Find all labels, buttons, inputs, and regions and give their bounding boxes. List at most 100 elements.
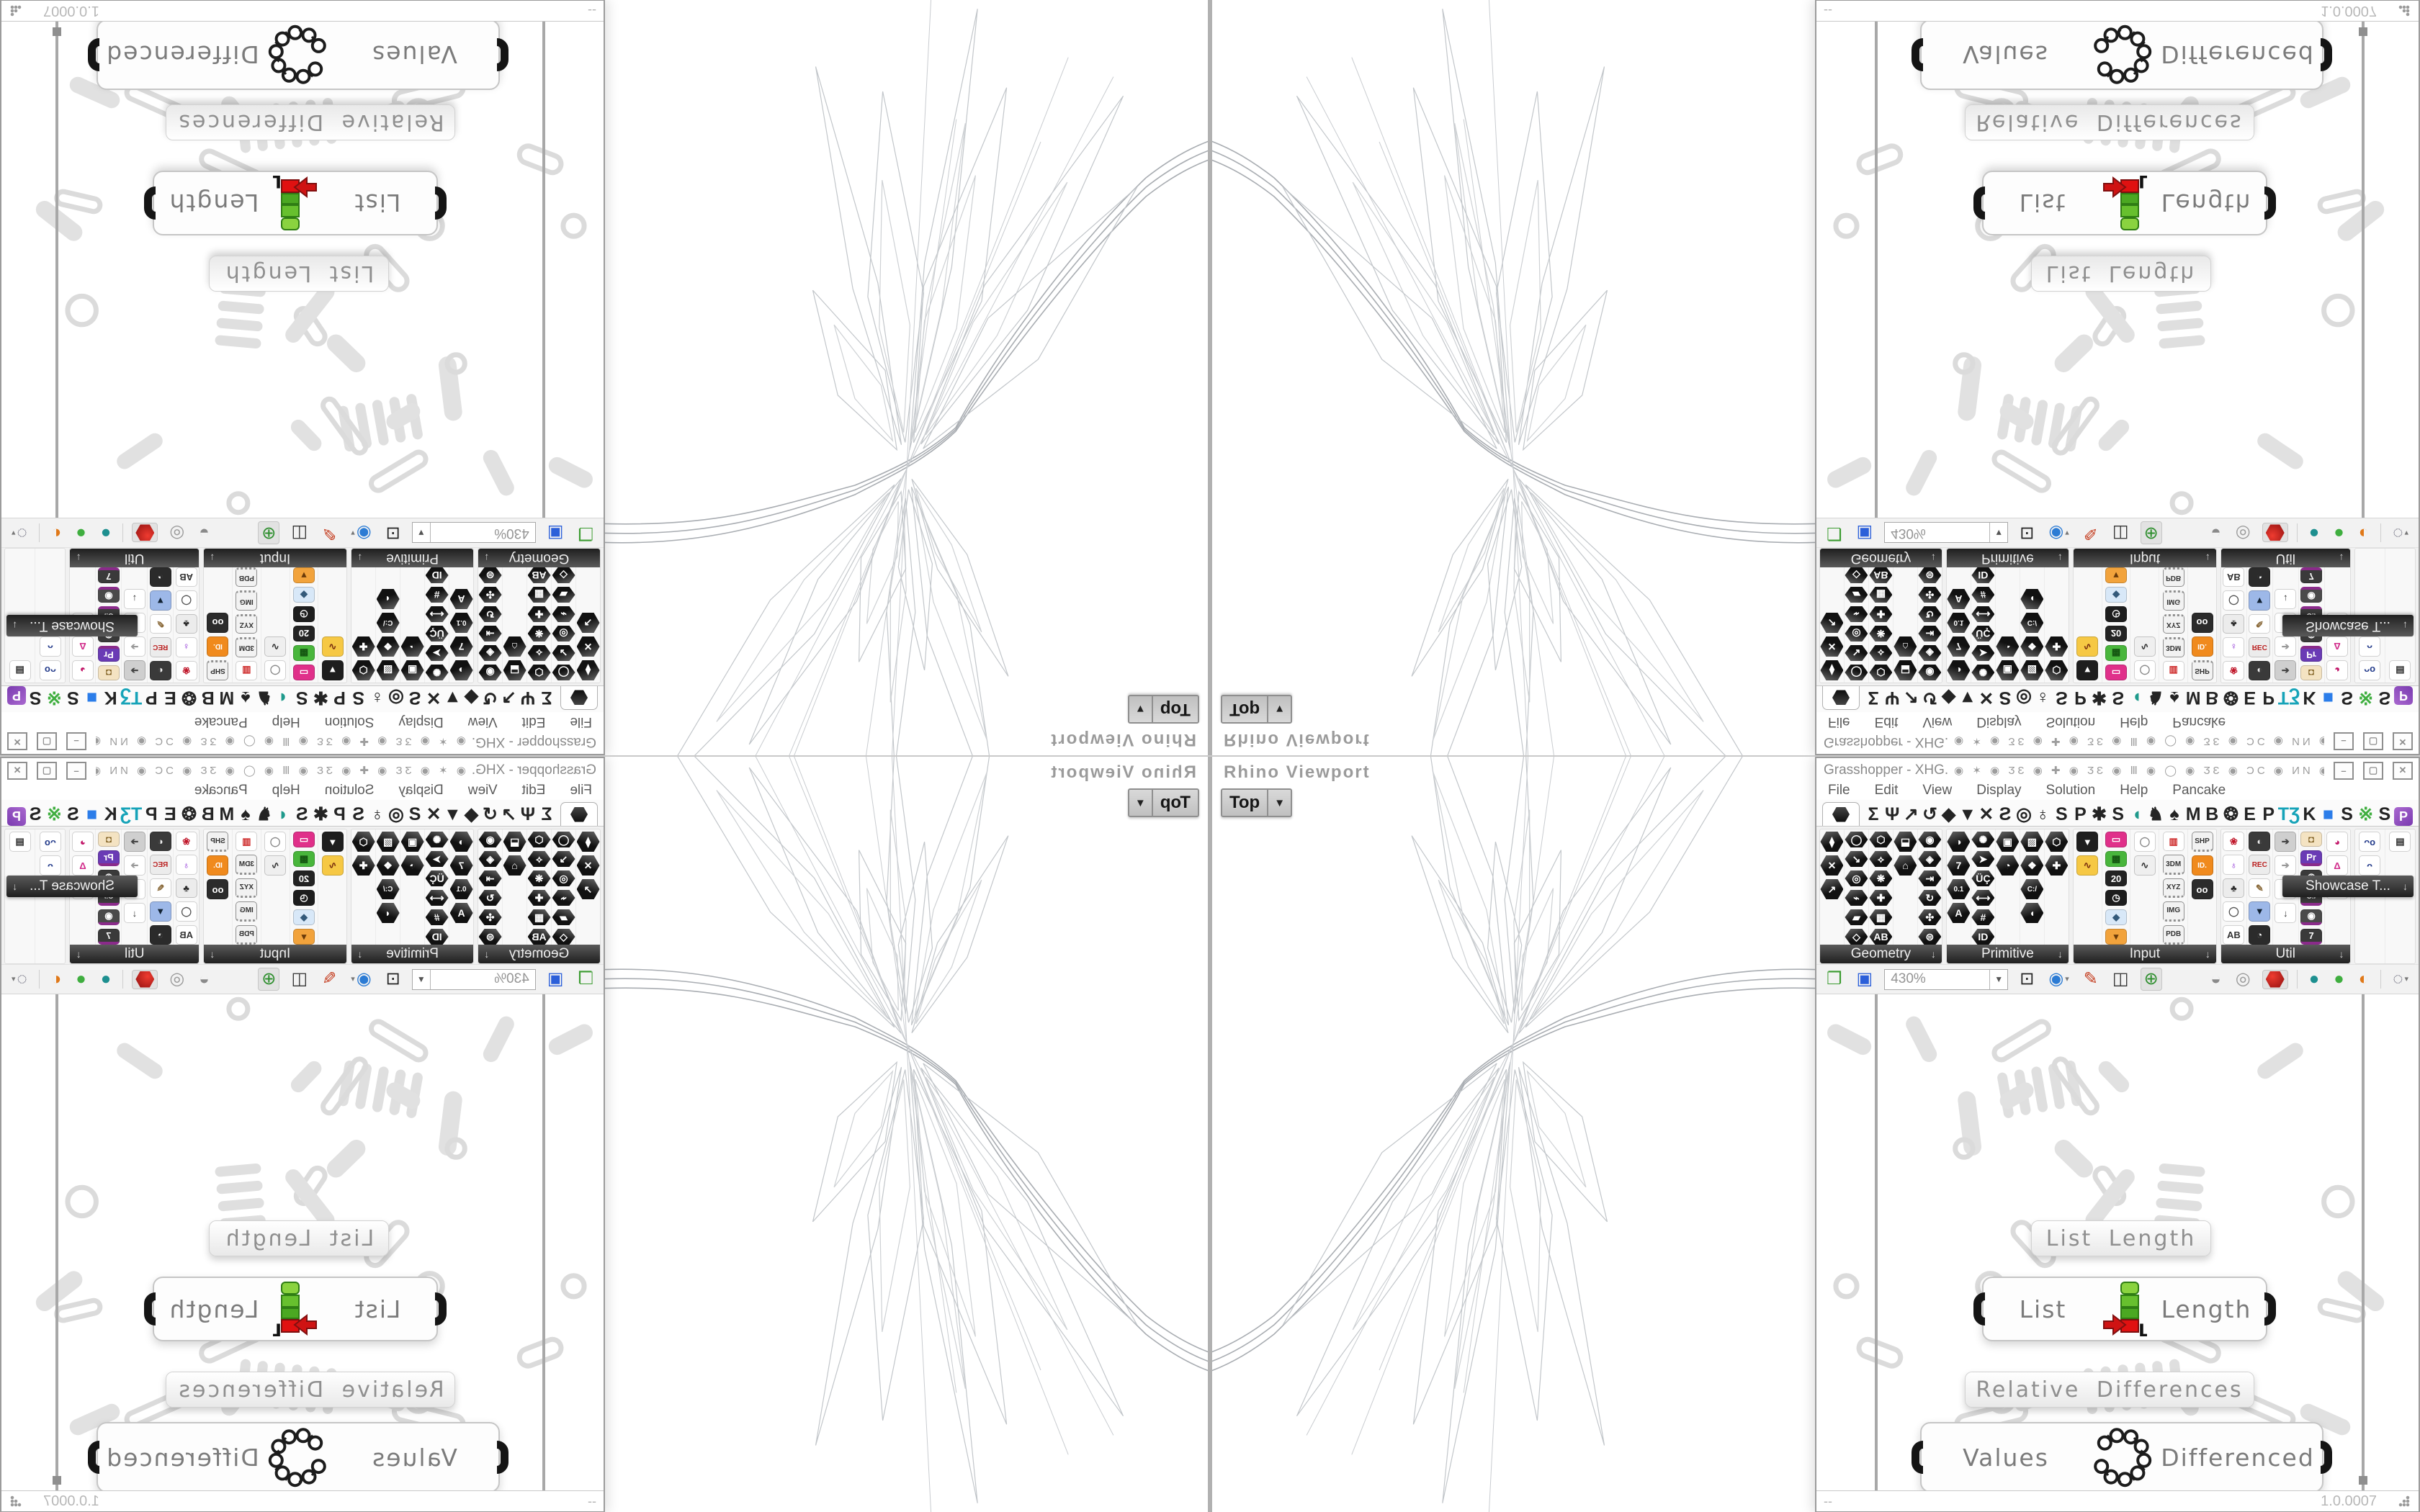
selection-mode-button[interactable]: ◌ ▾ <box>2390 522 2411 544</box>
param-tile-icon[interactable]: ◯ <box>2223 901 2245 922</box>
param-hex-icon[interactable]: ✚ <box>2045 636 2068 657</box>
section-expand-icon[interactable]: ↓ <box>484 948 490 960</box>
tab-plugin-26[interactable]: ※ <box>2358 804 2374 824</box>
param-tile-icon[interactable]: ◆ <box>292 909 315 925</box>
param-hex-icon[interactable]: ⊜ <box>479 929 502 945</box>
palette-section-label[interactable]: Geometry ↓ <box>1820 549 1942 567</box>
param-tile-icon[interactable]: ❀ <box>2223 832 2245 852</box>
minimize-button[interactable]: – <box>2334 761 2354 780</box>
param-hex-icon[interactable]: 0.1 <box>1947 613 1970 633</box>
param-tile-icon[interactable]: oo <box>2191 879 2213 899</box>
component-node[interactable]: List L Length <box>1973 1277 2276 1341</box>
palette-section-label[interactable]: Showcase T... ↓ <box>6 615 138 636</box>
param-tile-icon[interactable]: ◆ <box>2105 909 2128 925</box>
param-hex-icon[interactable]: ◑ <box>450 832 473 852</box>
maximize-button[interactable]: ▢ <box>2363 732 2383 751</box>
tab-plugin-21[interactable]: P <box>145 688 158 708</box>
output-grip[interactable] <box>2321 38 2332 71</box>
tab-plugin-0[interactable]: Σ <box>541 688 552 708</box>
param-hex-icon[interactable]: ❋ <box>1869 626 1892 642</box>
palette-section-label[interactable]: Input ↓ <box>2073 945 2216 963</box>
param-hex-icon[interactable]: C:/ <box>2020 613 2043 633</box>
param-tile-icon[interactable]: SHP <box>207 832 229 852</box>
param-hex-icon[interactable]: ❋ <box>528 626 551 642</box>
param-tile-icon[interactable]: ᴖo <box>39 832 61 852</box>
param-hex-icon[interactable]: ◇ <box>552 567 575 583</box>
param-hex-icon[interactable]: A <box>1947 589 1970 609</box>
param-hex-icon[interactable]: ✚ <box>528 890 551 906</box>
param-tile-icon[interactable]: ᴖo <box>2359 832 2381 852</box>
param-hex-icon[interactable]: ▨ <box>377 660 400 680</box>
param-tile-icon[interactable]: 20 <box>2105 870 2128 886</box>
param-tile-icon[interactable]: ◯ <box>2223 590 2245 611</box>
selection-mode-button[interactable]: ◌ ▾ <box>9 522 30 544</box>
param-tile-icon[interactable]: SHP <box>2191 660 2213 680</box>
tab-plugin-10[interactable]: S <box>352 804 365 824</box>
menu-item-solution[interactable]: Solution <box>2045 783 2096 798</box>
param-tile-icon[interactable]: ▩ <box>292 645 315 661</box>
tab-plugin-21[interactable]: P <box>145 804 158 824</box>
tab-plugin-5[interactable]: ▼ <box>443 804 462 824</box>
chevron-down-icon[interactable]: ▾ <box>2065 975 2069 984</box>
menu-item-file[interactable]: File <box>570 714 592 729</box>
param-hex-icon[interactable]: ⬡ <box>2045 660 2068 680</box>
menu-item-file[interactable]: File <box>1828 714 1850 729</box>
chevron-down-icon[interactable]: ▼ <box>1267 696 1291 722</box>
param-hex-icon[interactable]: ▣ <box>401 832 424 852</box>
param-tile-icon[interactable]: REC <box>2249 855 2271 875</box>
param-tile-icon[interactable]: ▼ <box>2076 660 2099 680</box>
menu-item-pancake[interactable]: Pancake <box>2172 783 2226 798</box>
param-hex-icon[interactable]: ⟷ <box>426 890 449 906</box>
param-tile-icon[interactable]: ◔ <box>149 567 171 588</box>
output-grip[interactable] <box>144 1292 156 1326</box>
palette-section-label[interactable]: Input ↓ <box>2073 549 2216 567</box>
maximize-button[interactable]: ▢ <box>37 732 57 751</box>
input-grip[interactable] <box>1973 186 1985 220</box>
output-grip[interactable] <box>2264 186 2276 220</box>
draw-order-button[interactable]: ✎ <box>2081 522 2101 544</box>
menu-item-edit[interactable]: Edit <box>521 783 546 798</box>
param-hex-icon[interactable]: ✚ <box>2045 855 2069 876</box>
tab-plugin-5[interactable]: ▼ <box>1958 688 1977 708</box>
param-hex-icon[interactable]: ◖ <box>2020 589 2043 609</box>
input-grip[interactable] <box>497 38 508 71</box>
param-hex-icon[interactable]: ◑ <box>1947 832 1971 852</box>
param-tile-icon[interactable]: ▥ <box>236 660 258 680</box>
output-grip[interactable] <box>144 186 156 220</box>
tab-plugin-7[interactable]: Ƨ <box>408 804 421 824</box>
param-hex-icon[interactable]: ⟷ <box>1971 606 1994 622</box>
input-grip[interactable] <box>435 186 447 220</box>
tab-plugin-8[interactable]: ◎ <box>2016 688 2032 708</box>
zoom-extents-button[interactable]: ⊡ <box>2017 522 2037 544</box>
section-expand-icon[interactable]: ↓ <box>2403 620 2408 631</box>
tab-plugin-16[interactable]: ♠ <box>241 688 251 708</box>
preview-off-button[interactable]: ◒ <box>196 522 212 544</box>
tab-plugin-1[interactable]: Ψ <box>520 804 535 824</box>
param-tile-icon[interactable]: ✎ <box>2249 878 2271 899</box>
tab-plugin-18[interactable]: B <box>201 804 215 824</box>
param-hex-icon[interactable]: # <box>426 587 449 603</box>
tab-plugin-10[interactable]: S <box>2055 804 2068 824</box>
menu-item-edit[interactable]: Edit <box>1874 783 1899 798</box>
param-tile-icon[interactable]: REC <box>149 855 171 875</box>
menu-item-display[interactable]: Display <box>1976 783 2022 798</box>
preview-off-button[interactable]: ◒ <box>2208 968 2224 990</box>
menu-item-display[interactable]: Display <box>398 783 444 798</box>
param-hex-icon[interactable]: ❋ <box>528 870 551 886</box>
tab-plugin-22[interactable]: TƷ <box>2277 688 2300 708</box>
param-hex-icon[interactable]: ◎ <box>552 626 575 642</box>
chevron-down-icon[interactable]: ▼ <box>1267 790 1291 816</box>
tab-plugin-7[interactable]: Ƨ <box>1999 688 2012 708</box>
param-hex-icon[interactable]: ▰ <box>552 587 575 603</box>
rhino-viewport[interactable]: Rhino Viewport Top ▼ <box>605 0 1210 755</box>
param-hex-icon[interactable]: ⌂ <box>503 636 526 657</box>
param-tile-icon[interactable]: ◔ <box>2249 567 2271 588</box>
viewport-overlay-button[interactable]: ⊕ <box>258 521 280 544</box>
param-tile-icon[interactable]: ▼ <box>2249 590 2271 611</box>
viewport-overlay-button[interactable]: ⊕ <box>2140 968 2162 991</box>
param-hex-icon[interactable]: ⌁ <box>552 606 575 622</box>
param-hex-icon[interactable]: ◎ <box>552 870 575 886</box>
param-tile-icon[interactable]: ▤ <box>2389 832 2411 852</box>
viewport-overlay-button[interactable]: ⊕ <box>2140 521 2162 544</box>
tab-plugin-6[interactable]: ✕ <box>426 688 442 708</box>
